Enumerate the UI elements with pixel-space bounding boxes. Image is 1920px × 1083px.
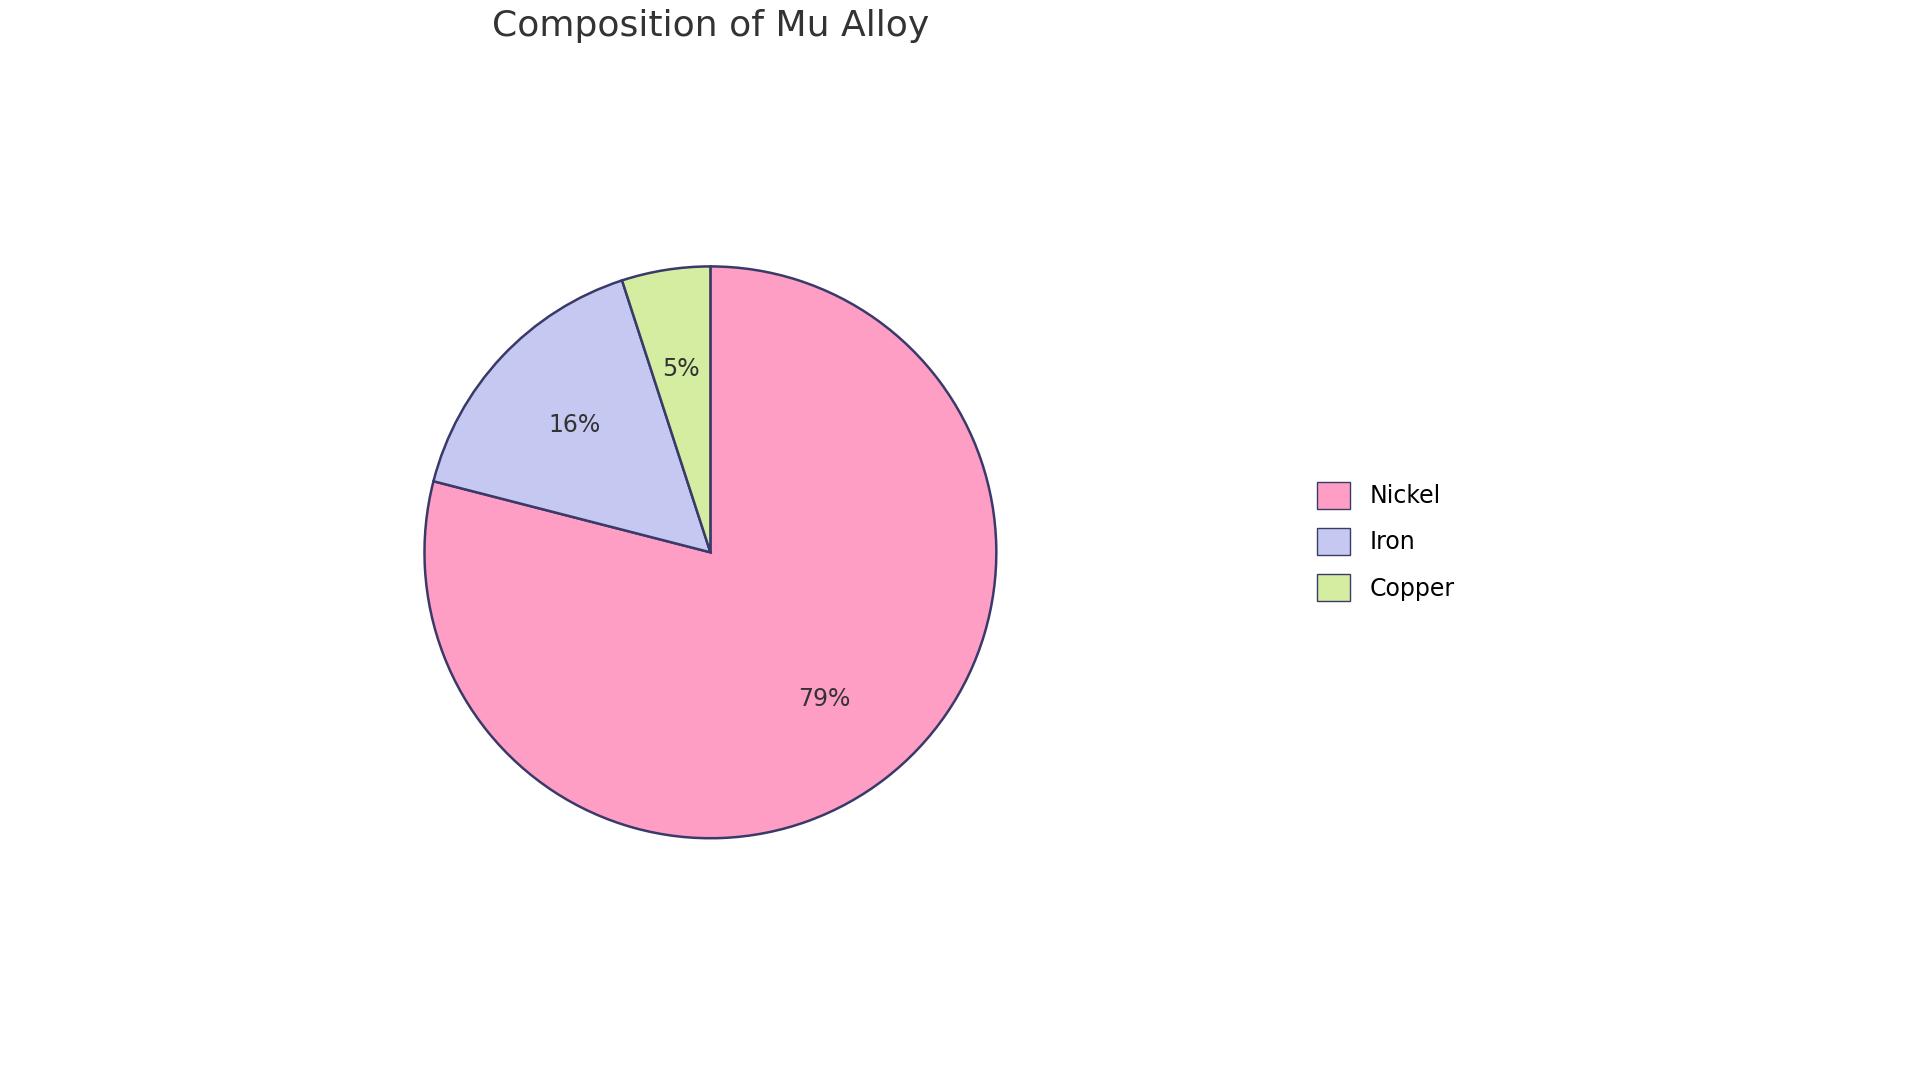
Wedge shape xyxy=(434,280,710,552)
Text: 16%: 16% xyxy=(549,413,601,438)
Wedge shape xyxy=(622,266,710,552)
Text: 5%: 5% xyxy=(662,356,701,381)
Title: Composition of Mu Alloy: Composition of Mu Alloy xyxy=(492,9,929,43)
Text: 79%: 79% xyxy=(799,688,851,712)
Legend: Nickel, Iron, Copper: Nickel, Iron, Copper xyxy=(1317,482,1455,601)
Wedge shape xyxy=(424,266,996,838)
